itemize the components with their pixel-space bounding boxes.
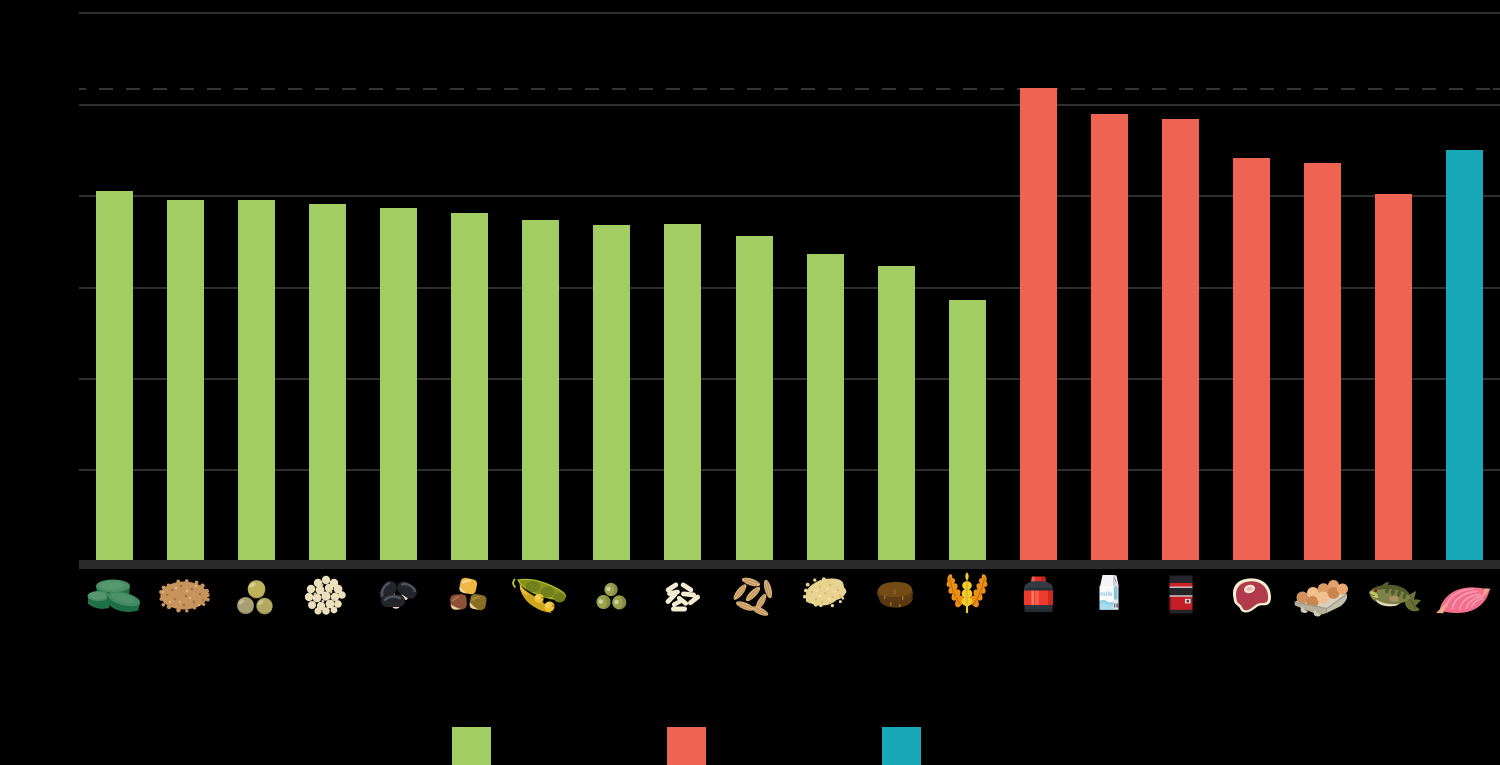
svg-text:milk: milk: [1100, 591, 1113, 598]
